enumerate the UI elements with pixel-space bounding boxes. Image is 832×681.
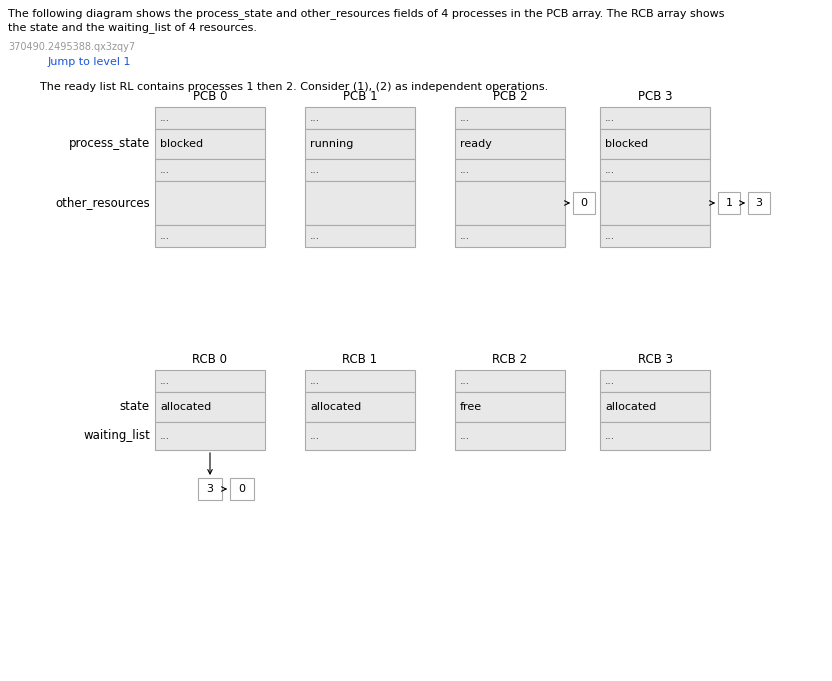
Text: ...: ... — [605, 165, 615, 175]
Bar — [600, 181, 710, 225]
Bar — [748, 192, 770, 214]
Text: other_resources: other_resources — [55, 197, 150, 210]
Text: ...: ... — [605, 376, 615, 386]
Bar — [600, 370, 710, 392]
Bar — [155, 392, 265, 422]
Bar — [305, 225, 415, 247]
Bar — [600, 392, 710, 422]
Text: 3: 3 — [755, 198, 762, 208]
Bar — [455, 159, 565, 181]
Text: state: state — [120, 400, 150, 413]
Text: RCB 1: RCB 1 — [343, 353, 378, 366]
Text: ready: ready — [460, 139, 492, 149]
Bar — [305, 370, 415, 392]
Text: ...: ... — [310, 113, 320, 123]
Text: ...: ... — [160, 431, 170, 441]
Bar — [455, 181, 565, 225]
Text: 1: 1 — [726, 198, 732, 208]
Text: ...: ... — [460, 165, 470, 175]
Bar — [455, 422, 565, 450]
Text: ...: ... — [605, 113, 615, 123]
Bar — [155, 181, 265, 225]
Bar — [155, 159, 265, 181]
Bar — [155, 129, 265, 159]
Bar — [305, 129, 415, 159]
Text: running: running — [310, 139, 354, 149]
Text: process_state: process_state — [69, 138, 150, 151]
Bar — [455, 107, 565, 129]
Bar — [455, 225, 565, 247]
Text: ...: ... — [460, 231, 470, 241]
Bar — [305, 107, 415, 129]
Bar — [155, 422, 265, 450]
Text: allocated: allocated — [160, 402, 211, 412]
Text: ...: ... — [160, 165, 170, 175]
Text: 0: 0 — [581, 198, 587, 208]
Text: ...: ... — [160, 113, 170, 123]
Text: PCB 1: PCB 1 — [343, 90, 378, 103]
Text: ...: ... — [605, 231, 615, 241]
Text: ...: ... — [310, 431, 320, 441]
Text: ...: ... — [460, 431, 470, 441]
Bar — [305, 181, 415, 225]
Text: Jump to level 1: Jump to level 1 — [48, 57, 131, 67]
Bar — [455, 392, 565, 422]
Text: waiting_list: waiting_list — [83, 430, 150, 443]
Text: free: free — [460, 402, 482, 412]
Text: PCB 0: PCB 0 — [193, 90, 227, 103]
Bar — [600, 129, 710, 159]
Text: RCB 0: RCB 0 — [192, 353, 227, 366]
Text: blocked: blocked — [605, 139, 648, 149]
Text: RCB 2: RCB 2 — [493, 353, 527, 366]
Bar — [155, 370, 265, 392]
Text: ...: ... — [160, 231, 170, 241]
Text: the state and the waiting_list of 4 resources.: the state and the waiting_list of 4 reso… — [8, 22, 257, 33]
Bar — [198, 478, 222, 500]
Bar — [455, 129, 565, 159]
Text: ...: ... — [460, 376, 470, 386]
Text: ...: ... — [310, 231, 320, 241]
Text: ...: ... — [310, 376, 320, 386]
Text: 370490.2495388.qx3zqy7: 370490.2495388.qx3zqy7 — [8, 42, 135, 52]
Text: ...: ... — [605, 431, 615, 441]
Text: 3: 3 — [206, 484, 214, 494]
Text: ...: ... — [160, 376, 170, 386]
Bar — [600, 422, 710, 450]
Bar — [600, 107, 710, 129]
Text: blocked: blocked — [160, 139, 203, 149]
Bar — [305, 159, 415, 181]
Bar — [305, 422, 415, 450]
Bar — [455, 370, 565, 392]
Text: The ready list RL contains processes 1 then 2. Consider (1), (2) as independent : The ready list RL contains processes 1 t… — [40, 82, 548, 92]
Text: The following diagram shows the process_state and other_resources fields of 4 pr: The following diagram shows the process_… — [8, 8, 725, 19]
Bar — [155, 107, 265, 129]
Bar — [305, 392, 415, 422]
Bar — [718, 192, 740, 214]
Text: allocated: allocated — [310, 402, 361, 412]
Bar — [155, 225, 265, 247]
Text: PCB 3: PCB 3 — [638, 90, 672, 103]
Bar — [230, 478, 254, 500]
Text: PCB 2: PCB 2 — [493, 90, 527, 103]
Text: ...: ... — [310, 165, 320, 175]
Bar — [600, 159, 710, 181]
Text: ...: ... — [460, 113, 470, 123]
Text: 0: 0 — [239, 484, 245, 494]
Text: RCB 3: RCB 3 — [637, 353, 672, 366]
Bar — [600, 225, 710, 247]
Bar — [573, 192, 595, 214]
Text: allocated: allocated — [605, 402, 656, 412]
